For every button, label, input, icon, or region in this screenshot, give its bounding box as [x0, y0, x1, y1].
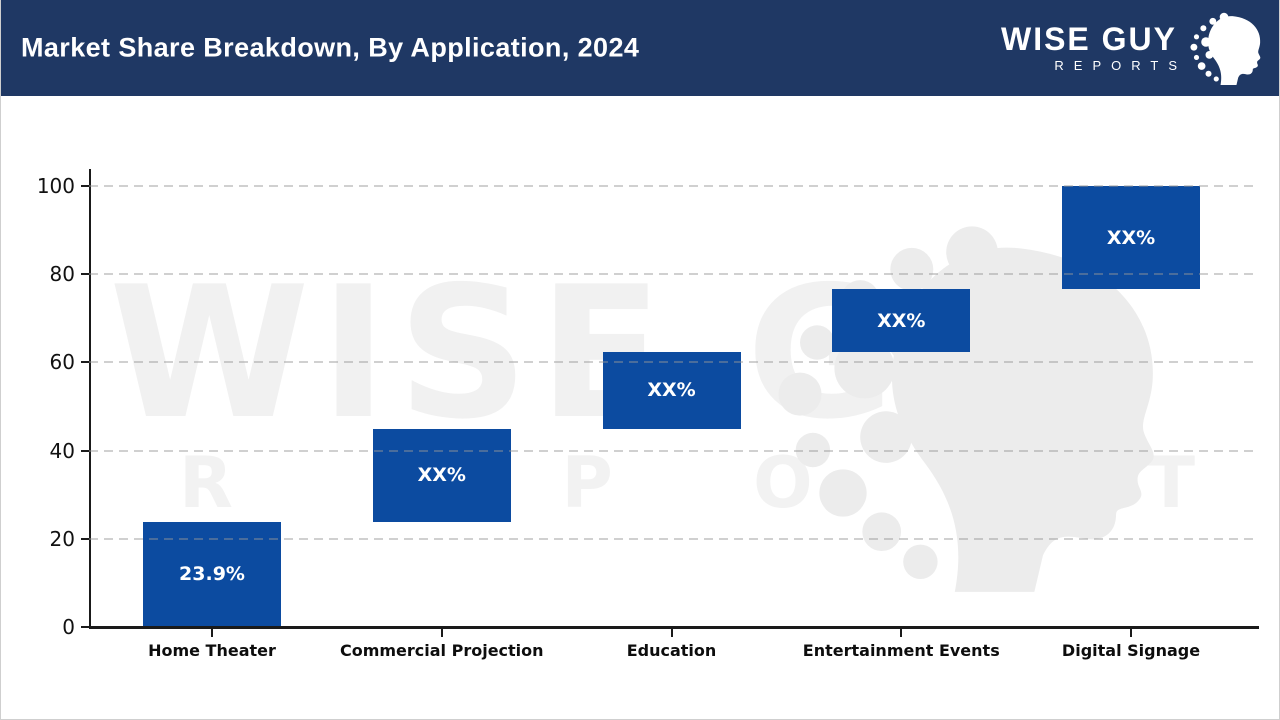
bar-value-label: XX%: [877, 309, 926, 332]
wise-guy-reports-logo: WISE GUY REPORTS: [1001, 6, 1267, 90]
y-tick-label: 80: [49, 262, 75, 287]
gridline: [89, 361, 1259, 364]
waterfall-chart: 0 20 40 60 80 100 23.9% Home Theater XX% Commerci…: [1, 96, 1279, 719]
gridline: [89, 185, 1259, 187]
bar-digital-signage: XX%: [1062, 186, 1200, 290]
bar-value-label: XX%: [417, 464, 466, 487]
x-category-label-home-theater: Home Theater: [148, 641, 276, 660]
bar-value-label: 23.9%: [179, 563, 245, 586]
bar-value-label: XX%: [647, 379, 696, 402]
y-axis-tick: [81, 185, 89, 187]
gridline: [89, 449, 1259, 452]
y-tick-label: 0: [62, 615, 75, 639]
page-title: Market Share Breakdown, By Application, …: [21, 32, 640, 63]
x-axis-tick: [211, 629, 213, 637]
logo-wordmark-line2: REPORTS: [1054, 58, 1187, 74]
bar-education: XX%: [602, 352, 741, 429]
y-axis-tick: [81, 361, 89, 364]
y-axis-tick: [81, 537, 89, 540]
y-axis-tick: [81, 449, 89, 452]
header-banner: Market Share Breakdown, By Application, …: [1, 0, 1279, 96]
x-axis-tick: [670, 629, 673, 637]
y-axis-line: [89, 169, 91, 627]
x-axis-tick: [440, 629, 443, 637]
logo-wordmark-line1: WISE GUY: [1000, 20, 1177, 57]
y-tick-label: 60: [49, 350, 75, 375]
x-axis-tick: [900, 629, 903, 637]
logo-wordmark: WISE GUY REPORTS: [1000, 20, 1177, 73]
dotted-head-profile-icon: [1190, 12, 1261, 85]
x-category-label-entertainment-events: Entertainment Events: [802, 641, 1000, 660]
y-axis-tick: [81, 273, 89, 276]
y-axis-tick: [81, 626, 89, 628]
x-category-label-digital-signage: Digital Signage: [1061, 641, 1201, 660]
bar-home-theater: 23.9%: [143, 521, 281, 627]
y-tick-label: 100: [36, 174, 75, 198]
gridline: [89, 537, 1259, 540]
y-tick-label: 40: [49, 438, 75, 463]
y-tick-label: 20: [49, 526, 75, 551]
x-category-label-education: Education: [626, 641, 717, 660]
gridline: [89, 273, 1259, 276]
x-axis-line: [89, 626, 1259, 629]
x-category-label-commercial-projection: Commercial Projection: [339, 641, 544, 660]
x-axis-tick: [1130, 629, 1132, 637]
bar-commercial-projection: XX%: [372, 428, 511, 522]
bar-value-label: XX%: [1106, 226, 1156, 249]
bar-entertainment-events: XX%: [832, 289, 971, 353]
